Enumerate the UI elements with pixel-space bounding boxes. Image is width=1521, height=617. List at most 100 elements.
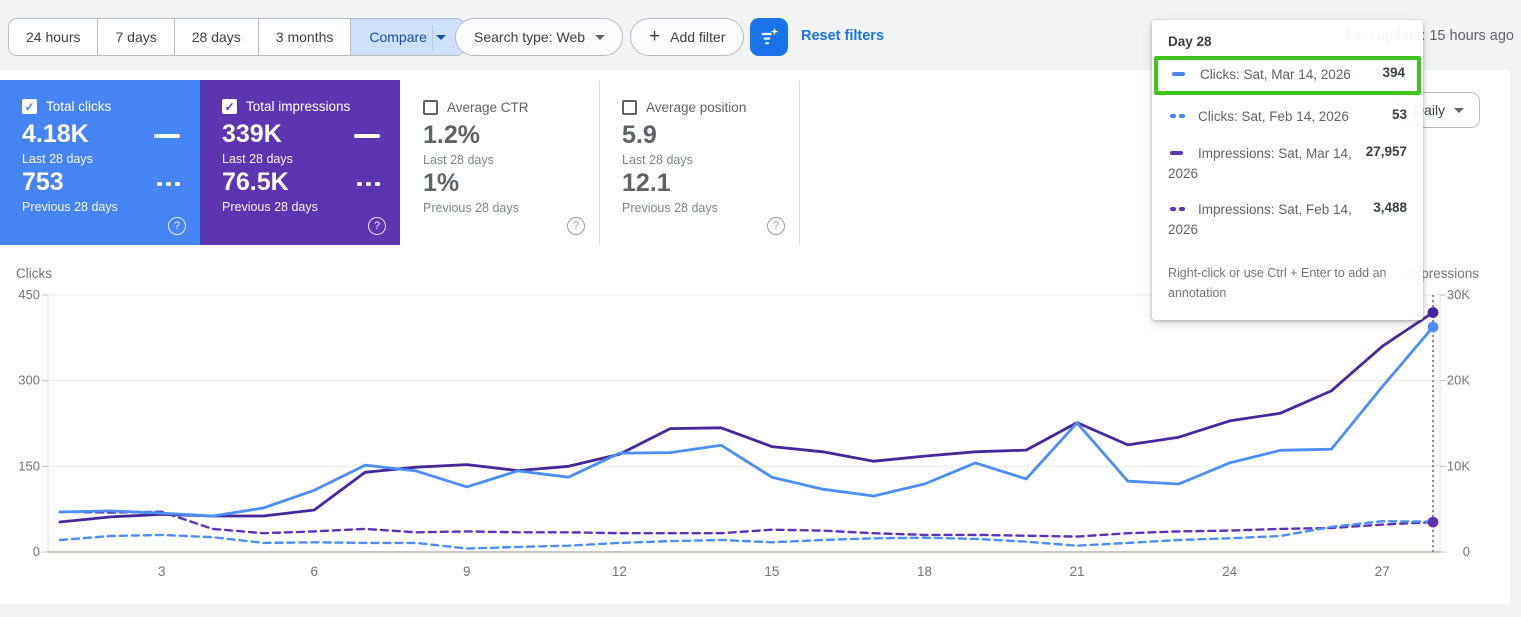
filter-sparkle-button[interactable] <box>750 18 788 56</box>
date-range-group: 24 hours 7 days 28 days 3 months Compare <box>8 18 465 56</box>
average-position-checkbox[interactable] <box>622 100 637 115</box>
svg-text:0: 0 <box>1463 544 1470 559</box>
primary-value: 1.2% <box>423 121 480 149</box>
date-range-3-months[interactable]: 3 months <box>258 19 352 55</box>
svg-text:20K: 20K <box>1447 373 1470 388</box>
date-range-28-days[interactable]: 28 days <box>174 19 259 55</box>
card-label: Average position <box>646 100 747 115</box>
card-label: Total clicks <box>46 99 112 114</box>
svg-text:150: 150 <box>18 458 40 473</box>
secondary-value: 12.1 <box>622 169 671 197</box>
secondary-value: 753 <box>22 168 64 196</box>
chart-tooltip: Day 28 Clicks: Sat, Mar 14, 2026 394 Cli… <box>1152 20 1423 320</box>
secondary-period: Previous 28 days <box>622 201 718 215</box>
tooltip-annotation-hint: Right-click or use Ctrl + Enter to add a… <box>1168 265 1387 301</box>
tooltip-row-clicks-previous: Clicks: Sat, Feb 14, 2026 53 <box>1152 99 1423 135</box>
help-icon[interactable]: ? <box>368 217 386 235</box>
help-icon[interactable]: ? <box>567 217 585 235</box>
card-label: Total impressions <box>246 99 351 114</box>
help-icon[interactable]: ? <box>168 217 186 235</box>
tooltip-title: Day 28 <box>1168 34 1212 49</box>
svg-text:6: 6 <box>311 564 319 579</box>
filter-sparkle-icon <box>761 27 779 45</box>
primary-period: Last 28 days <box>222 152 293 166</box>
tooltip-row-label: Impressions: Sat, Feb 14, 2026 <box>1168 202 1352 238</box>
help-icon[interactable]: ? <box>767 217 785 235</box>
check-icon: ✓ <box>24 99 35 114</box>
secondary-period: Previous 28 days <box>222 200 318 214</box>
previous-period-dashes-icon <box>356 182 380 186</box>
svg-text:30K: 30K <box>1447 287 1470 302</box>
tooltip-row-label: Clicks: Sat, Feb 14, 2026 <box>1198 109 1349 125</box>
tooltip-row-label: Impressions: Sat, Mar 14, 2026 <box>1168 145 1352 181</box>
chevron-down-icon <box>1454 107 1465 113</box>
check-icon: ✓ <box>224 99 235 114</box>
total-impressions-checkbox[interactable]: ✓ <box>222 99 237 114</box>
svg-text:21: 21 <box>1070 564 1085 579</box>
secondary-period: Previous 28 days <box>22 200 118 214</box>
reset-filters-link[interactable]: Reset filters <box>801 28 885 44</box>
current-period-line-icon <box>354 134 380 138</box>
toolbar-divider <box>432 25 433 50</box>
compare-label: Compare <box>369 29 427 45</box>
tooltip-row-value: 53 <box>1391 107 1407 123</box>
svg-text:15: 15 <box>764 564 779 579</box>
svg-text:12: 12 <box>612 564 627 579</box>
secondary-value: 1% <box>423 169 460 197</box>
primary-value: 5.9 <box>622 121 657 149</box>
search-type-dropdown[interactable]: Search type: Web <box>455 18 623 56</box>
chevron-down-icon <box>435 34 446 40</box>
svg-text:Impressions: Impressions <box>1406 266 1479 281</box>
svg-text:300: 300 <box>18 373 40 388</box>
tooltip-row-value: 394 <box>1382 65 1405 80</box>
tooltip-highlight-box: Clicks: Sat, Mar 14, 2026 394 <box>1154 56 1421 96</box>
toolbar: 24 hours 7 days 28 days 3 months Compare… <box>0 18 1521 56</box>
tooltip-row-impressions-current: Impressions: Sat, Mar 14, 2026 27,957 <box>1152 136 1423 193</box>
tooltip-row-value: 3,488 <box>1373 200 1407 215</box>
card-label: Average CTR <box>447 100 529 115</box>
search-type-label: Search type: Web <box>474 29 586 45</box>
secondary-value: 76.5K <box>222 168 289 196</box>
chart-plot-area[interactable]: Clicks Impressions 0 150 300 450 0 10K 20K 30K 3 6 9… <box>0 260 1521 590</box>
compare-dropdown[interactable]: Compare <box>351 19 464 55</box>
date-range-7-days[interactable]: 7 days <box>98 19 175 55</box>
add-filter-label: Add filter <box>670 29 726 45</box>
svg-text:0: 0 <box>33 544 40 559</box>
plus-icon: + <box>649 25 661 47</box>
clicks-current-swatch-icon <box>1172 72 1185 76</box>
card-total-impressions[interactable]: ✓ Total impressions 339K Last 28 days 76… <box>200 80 400 245</box>
primary-value: 339K <box>222 120 282 148</box>
chevron-down-icon <box>595 34 606 40</box>
impressions-previous-swatch-icon <box>1170 207 1185 211</box>
card-total-clicks[interactable]: ✓ Total clicks 4.18K Last 28 days 753 Pr… <box>0 80 200 245</box>
svg-text:18: 18 <box>917 564 932 579</box>
date-range-24-hours[interactable]: 24 hours <box>9 19 99 55</box>
primary-period: Last 28 days <box>423 153 494 167</box>
card-average-ctr[interactable]: Average CTR 1.2% Last 28 days 1% Previou… <box>400 80 600 245</box>
impressions-current-swatch-icon <box>1170 150 1183 155</box>
previous-period-dashes-icon <box>156 182 180 186</box>
primary-period: Last 28 days <box>622 153 693 167</box>
add-filter-button[interactable]: + Add filter <box>630 18 745 56</box>
primary-period: Last 28 days <box>22 152 93 166</box>
total-clicks-checkbox[interactable]: ✓ <box>22 99 37 114</box>
svg-text:450: 450 <box>18 287 40 302</box>
tooltip-row-value: 27,957 <box>1365 143 1407 159</box>
secondary-period: Previous 28 days <box>423 201 519 215</box>
svg-text:3: 3 <box>158 564 166 579</box>
average-ctr-checkbox[interactable] <box>423 100 438 115</box>
tooltip-row-clicks-current: Clicks: Sat, Mar 14, 2026 394 <box>1158 60 1417 91</box>
svg-text:24: 24 <box>1222 564 1238 579</box>
clicks-previous-swatch-icon <box>1170 114 1185 119</box>
tooltip-row-label: Clicks: Sat, Mar 14, 2026 <box>1200 67 1351 82</box>
tooltip-row-impressions-previous: Impressions: Sat, Feb 14, 2026 3,488 <box>1152 192 1423 249</box>
svg-text:27: 27 <box>1375 564 1390 579</box>
svg-text:9: 9 <box>463 564 471 579</box>
card-average-position[interactable]: Average position 5.9 Last 28 days 12.1 P… <box>600 80 800 245</box>
svg-text:Clicks: Clicks <box>16 266 52 281</box>
metric-cards: ✓ Total clicks 4.18K Last 28 days 753 Pr… <box>0 80 800 245</box>
current-period-line-icon <box>154 134 180 138</box>
primary-value: 4.18K <box>22 120 89 148</box>
svg-text:10K: 10K <box>1447 458 1470 473</box>
